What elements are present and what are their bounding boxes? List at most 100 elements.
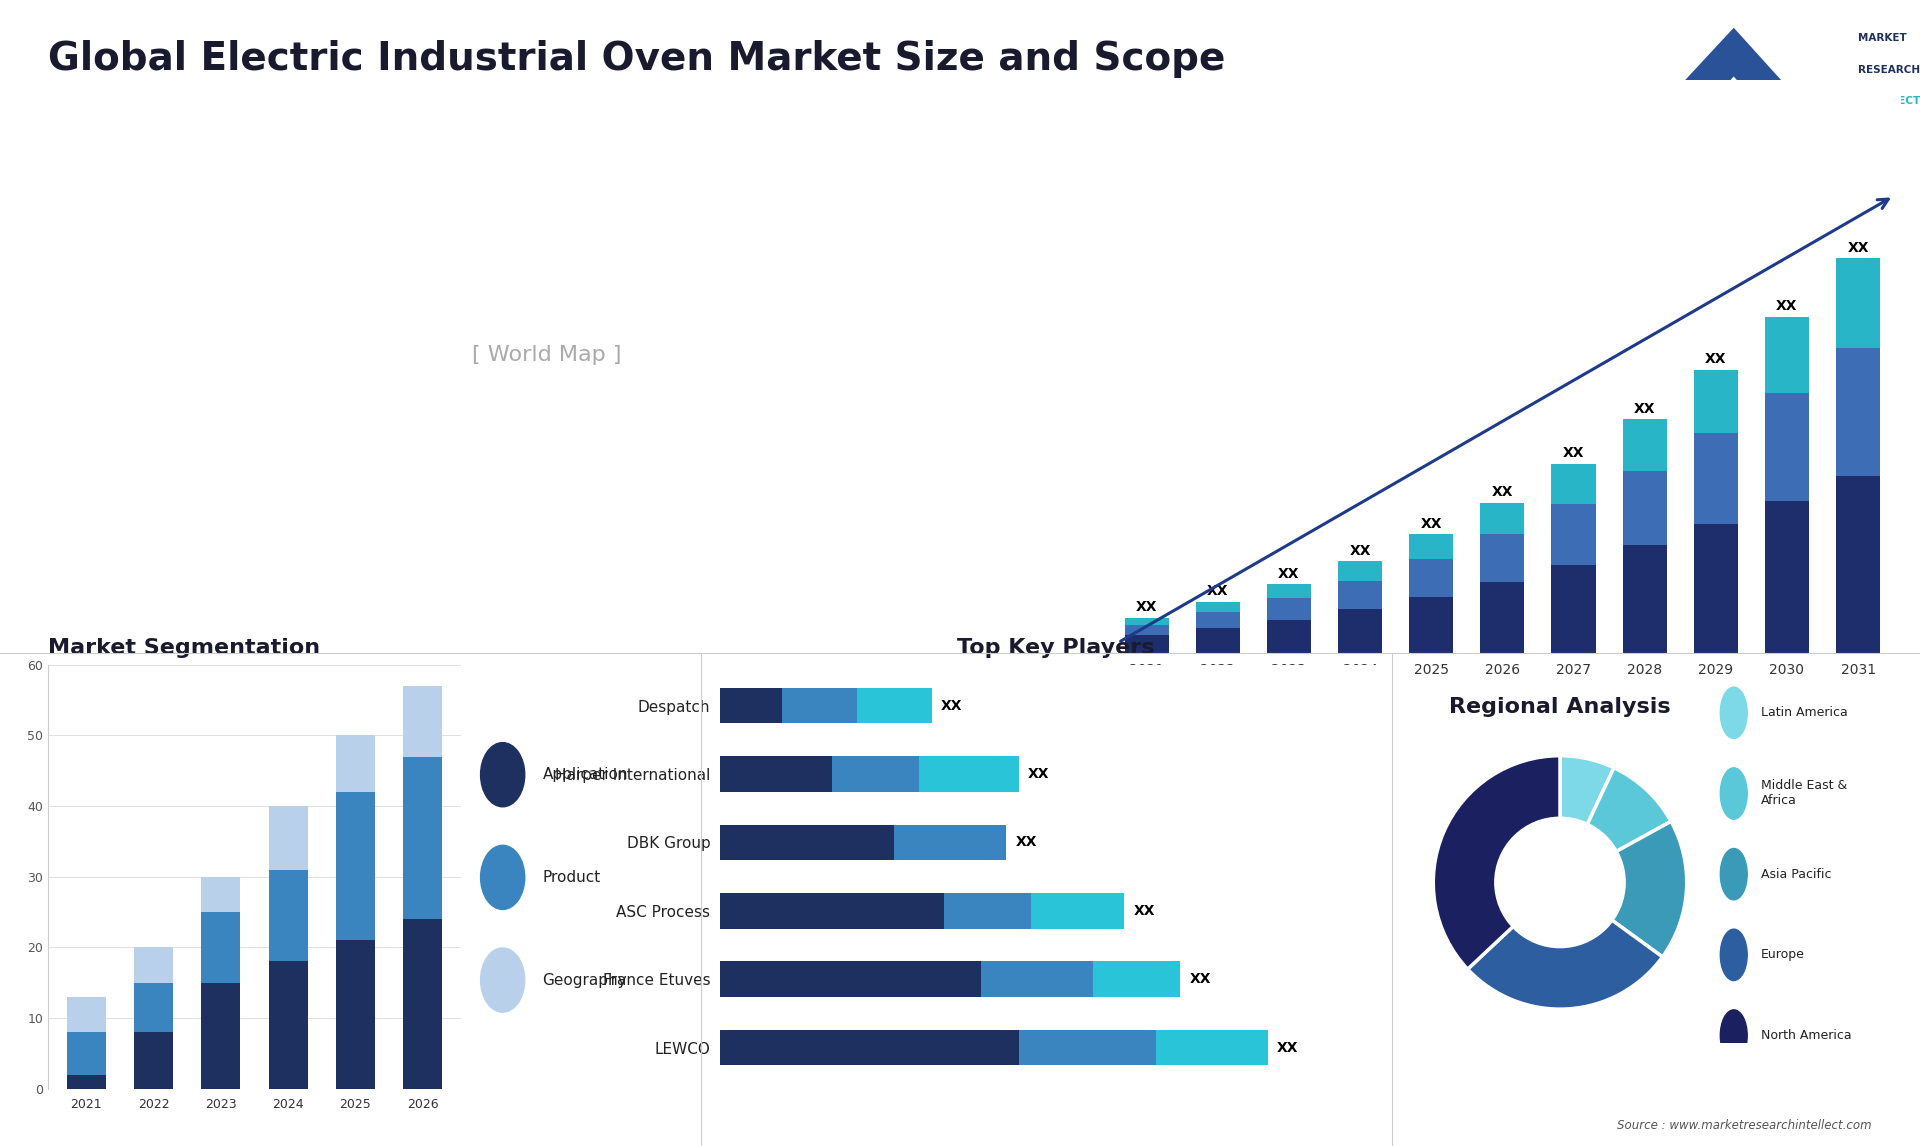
Bar — [1092, 961, 1181, 997]
Bar — [920, 756, 1020, 792]
Text: XX: XX — [1016, 835, 1037, 849]
Bar — [1338, 581, 1382, 609]
Circle shape — [1720, 929, 1747, 981]
Circle shape — [1720, 688, 1747, 738]
Bar — [1338, 562, 1382, 581]
Bar — [720, 893, 945, 928]
Text: North America: North America — [1761, 1029, 1851, 1042]
Bar — [831, 756, 920, 792]
Text: [ World Map ]: [ World Map ] — [472, 345, 622, 366]
Title: Top Key Players: Top Key Players — [958, 637, 1154, 658]
Bar — [1480, 582, 1524, 653]
Bar — [336, 792, 374, 940]
Bar — [1020, 1030, 1156, 1066]
Bar — [720, 688, 781, 723]
Bar — [1156, 1030, 1267, 1066]
Bar — [67, 997, 106, 1033]
Wedge shape — [1434, 755, 1561, 970]
Bar — [1622, 471, 1667, 545]
Bar — [403, 919, 442, 1089]
Bar — [134, 982, 173, 1033]
Wedge shape — [1559, 768, 1670, 882]
Bar — [1409, 559, 1453, 597]
Bar — [1693, 370, 1738, 433]
Bar — [1031, 893, 1125, 928]
Bar — [1693, 524, 1738, 653]
Bar — [895, 825, 1006, 861]
Circle shape — [1494, 817, 1626, 948]
Bar — [1836, 348, 1880, 476]
Text: XX: XX — [1492, 485, 1513, 499]
Wedge shape — [1559, 822, 1686, 957]
Bar — [1622, 545, 1667, 653]
Text: XX: XX — [1350, 543, 1371, 557]
Bar — [1551, 504, 1596, 565]
Bar — [403, 756, 442, 919]
Bar — [1196, 628, 1240, 653]
Bar — [1125, 636, 1169, 653]
Polygon shape — [1628, 28, 1837, 142]
Text: XX: XX — [1421, 517, 1442, 531]
Bar — [981, 961, 1092, 997]
Wedge shape — [1559, 755, 1615, 882]
Bar — [403, 685, 442, 756]
Text: XX: XX — [1705, 352, 1726, 366]
Text: Asia Pacific: Asia Pacific — [1761, 868, 1832, 880]
Title: Regional Analysis: Regional Analysis — [1450, 697, 1670, 717]
Bar — [1409, 597, 1453, 653]
Wedge shape — [1467, 882, 1663, 1010]
Text: XX: XX — [1634, 402, 1655, 416]
Circle shape — [1720, 848, 1747, 900]
Text: Product: Product — [541, 870, 601, 885]
Bar — [1764, 316, 1809, 393]
Bar — [336, 736, 374, 792]
Text: Application: Application — [541, 767, 628, 783]
Text: XX: XX — [1776, 299, 1797, 313]
Circle shape — [1720, 1010, 1747, 1061]
Bar — [1267, 620, 1311, 653]
Text: XX: XX — [1135, 904, 1156, 918]
Text: XX: XX — [1563, 446, 1584, 460]
Bar — [134, 1033, 173, 1089]
Bar — [1267, 598, 1311, 620]
Bar — [945, 893, 1031, 928]
Bar — [781, 688, 856, 723]
Bar — [202, 912, 240, 982]
Circle shape — [480, 948, 524, 1012]
Bar — [1267, 584, 1311, 598]
Text: RESEARCH: RESEARCH — [1857, 64, 1920, 74]
Bar — [1196, 612, 1240, 628]
Bar — [1409, 534, 1453, 559]
Bar — [856, 688, 931, 723]
Text: Source : www.marketresearchintellect.com: Source : www.marketresearchintellect.com — [1617, 1120, 1872, 1132]
Text: Latin America: Latin America — [1761, 706, 1847, 720]
Bar — [720, 1030, 1020, 1066]
Text: XX: XX — [1847, 241, 1868, 254]
Bar — [720, 825, 895, 861]
Bar — [1480, 534, 1524, 582]
Text: XX: XX — [1279, 566, 1300, 581]
Bar — [1125, 618, 1169, 625]
Bar — [269, 870, 307, 961]
Text: Europe: Europe — [1761, 949, 1805, 961]
Bar — [67, 1033, 106, 1075]
Bar — [720, 961, 981, 997]
Bar — [1836, 476, 1880, 653]
Bar — [1693, 433, 1738, 524]
Text: XX: XX — [941, 699, 962, 713]
Bar — [1551, 565, 1596, 653]
Bar — [1338, 609, 1382, 653]
Bar — [1480, 503, 1524, 534]
Bar — [269, 806, 307, 870]
Bar — [269, 961, 307, 1089]
Bar — [1836, 258, 1880, 348]
Text: XX: XX — [1190, 972, 1212, 987]
Text: XX: XX — [1208, 584, 1229, 598]
Bar — [202, 877, 240, 912]
Bar — [1764, 501, 1809, 653]
Bar — [1196, 602, 1240, 612]
Text: Market Segmentation: Market Segmentation — [48, 637, 321, 658]
Circle shape — [480, 846, 524, 910]
Text: XX: XX — [1027, 767, 1050, 782]
Text: Middle East &
Africa: Middle East & Africa — [1761, 779, 1847, 808]
